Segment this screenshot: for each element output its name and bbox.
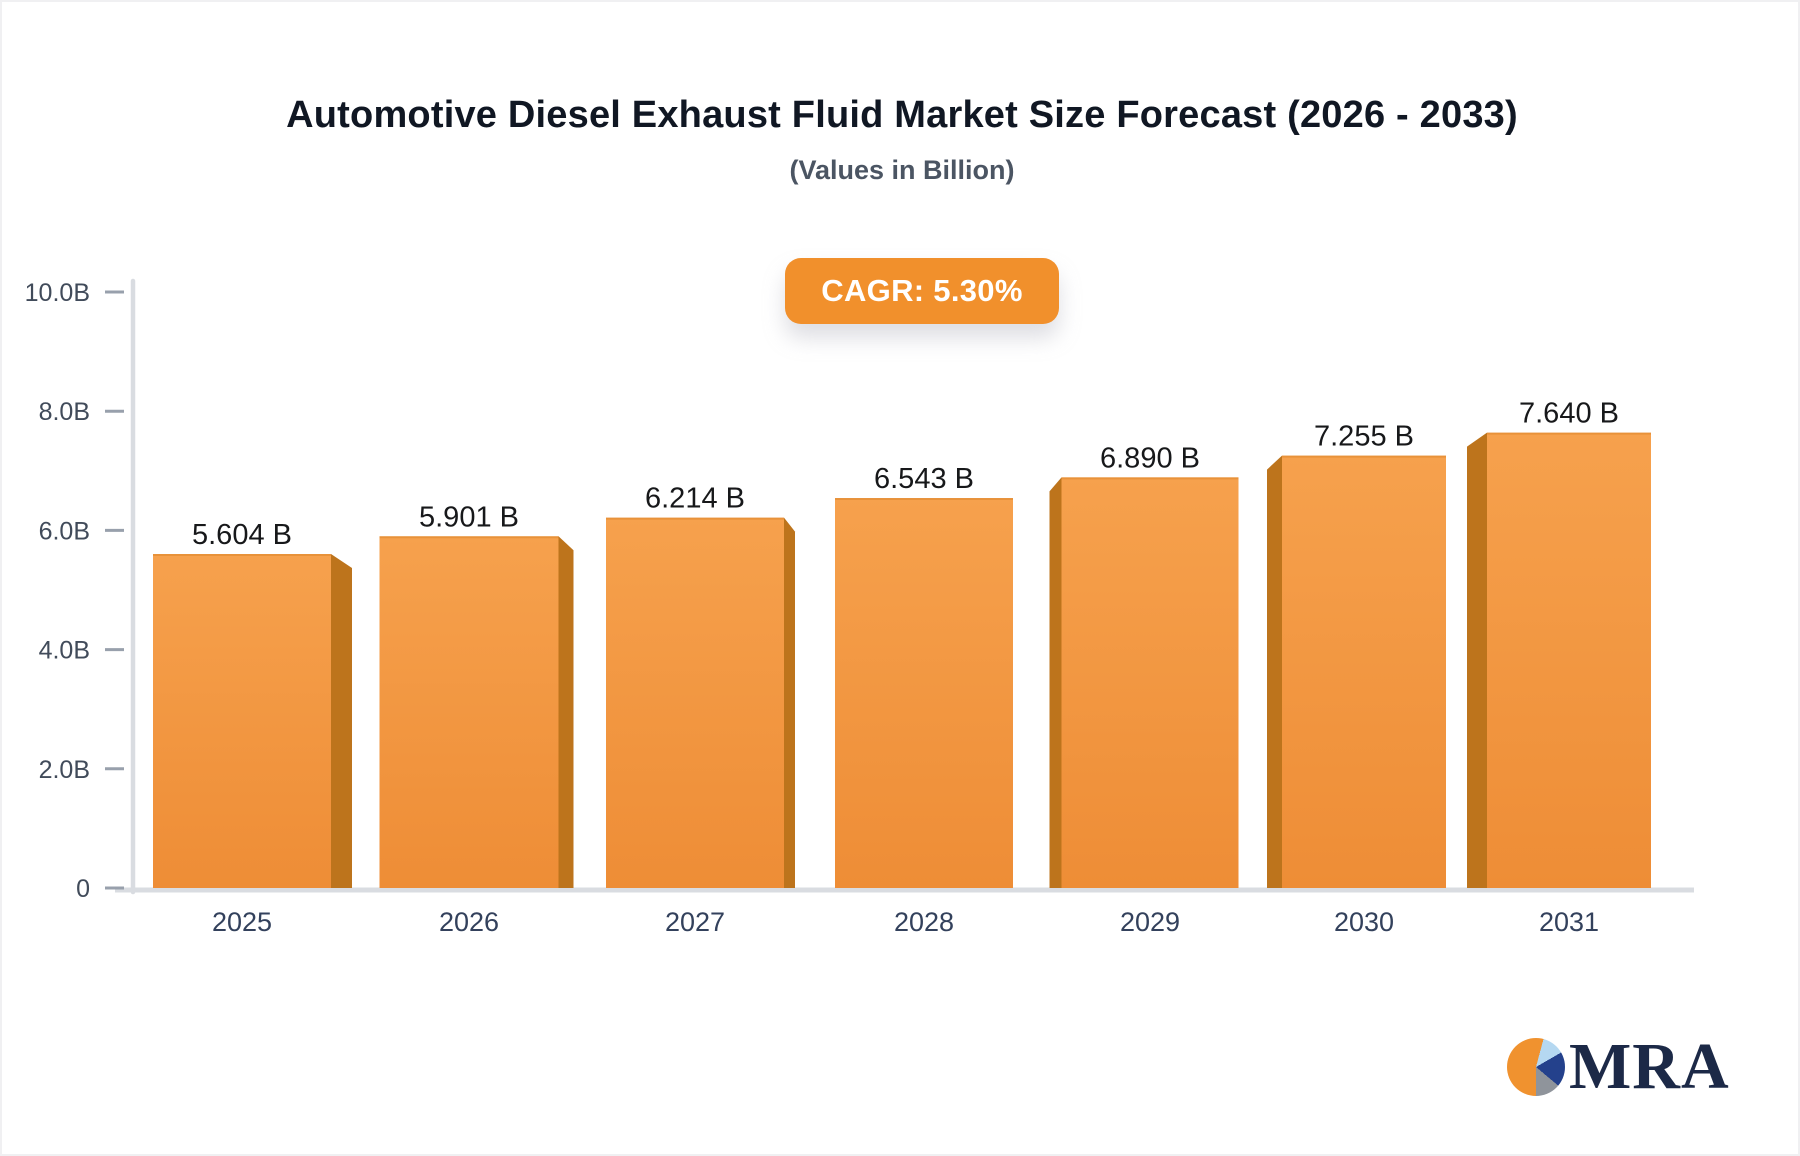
bar-value-label: 6.543 B xyxy=(874,463,974,495)
bar-side xyxy=(1467,432,1487,888)
bar xyxy=(835,498,1013,888)
bar xyxy=(1282,455,1446,888)
x-category-label: 2030 xyxy=(1334,907,1394,937)
bar-value-label: 7.640 B xyxy=(1519,398,1619,430)
x-category-label: 2026 xyxy=(439,907,499,937)
bar-side xyxy=(1049,477,1062,888)
bar xyxy=(606,517,784,888)
bar xyxy=(1061,477,1239,888)
cagr-badge: CAGR: 5.30% xyxy=(785,258,1059,324)
cagr-badge-label: CAGR: 5.30% xyxy=(821,273,1023,308)
x-category-label: 2029 xyxy=(1120,907,1180,937)
bar-value-label: 6.214 B xyxy=(645,483,745,515)
bar-value-label: 5.901 B xyxy=(419,501,519,533)
bar-side xyxy=(331,554,352,888)
y-tick-label: 10.0B xyxy=(25,279,90,307)
y-tick-label: 6.0B xyxy=(39,517,90,545)
bar xyxy=(1487,432,1651,888)
bar xyxy=(379,536,559,888)
y-tick-label: 2.0B xyxy=(39,756,90,784)
x-category-label: 2028 xyxy=(894,907,954,937)
headline-block: Automotive Diesel Exhaust Fluid Market S… xyxy=(2,94,1798,186)
page-subtitle: (Values in Billion) xyxy=(789,155,1015,185)
bar-side xyxy=(1267,455,1282,888)
bar xyxy=(153,554,331,888)
x-category-label: 2031 xyxy=(1539,907,1599,937)
bar-value-label: 5.604 B xyxy=(192,519,292,551)
pie-chart-logo-icon xyxy=(1507,1038,1565,1096)
page-title: Automotive Diesel Exhaust Fluid Market S… xyxy=(286,94,1518,136)
bar-side xyxy=(558,536,574,888)
y-tick-label: 4.0B xyxy=(39,637,90,665)
bar-value-label: 6.890 B xyxy=(1100,442,1200,474)
logo-text: MRA xyxy=(1569,1030,1730,1103)
bar-value-label: 7.255 B xyxy=(1314,421,1414,453)
bar-side xyxy=(784,517,795,888)
x-category-label: 2027 xyxy=(665,907,725,937)
y-tick-label: 8.0B xyxy=(39,398,90,426)
x-category-label: 2025 xyxy=(212,907,272,937)
logo: MRA xyxy=(1507,1030,1730,1103)
y-tick-label: 0 xyxy=(76,875,90,903)
